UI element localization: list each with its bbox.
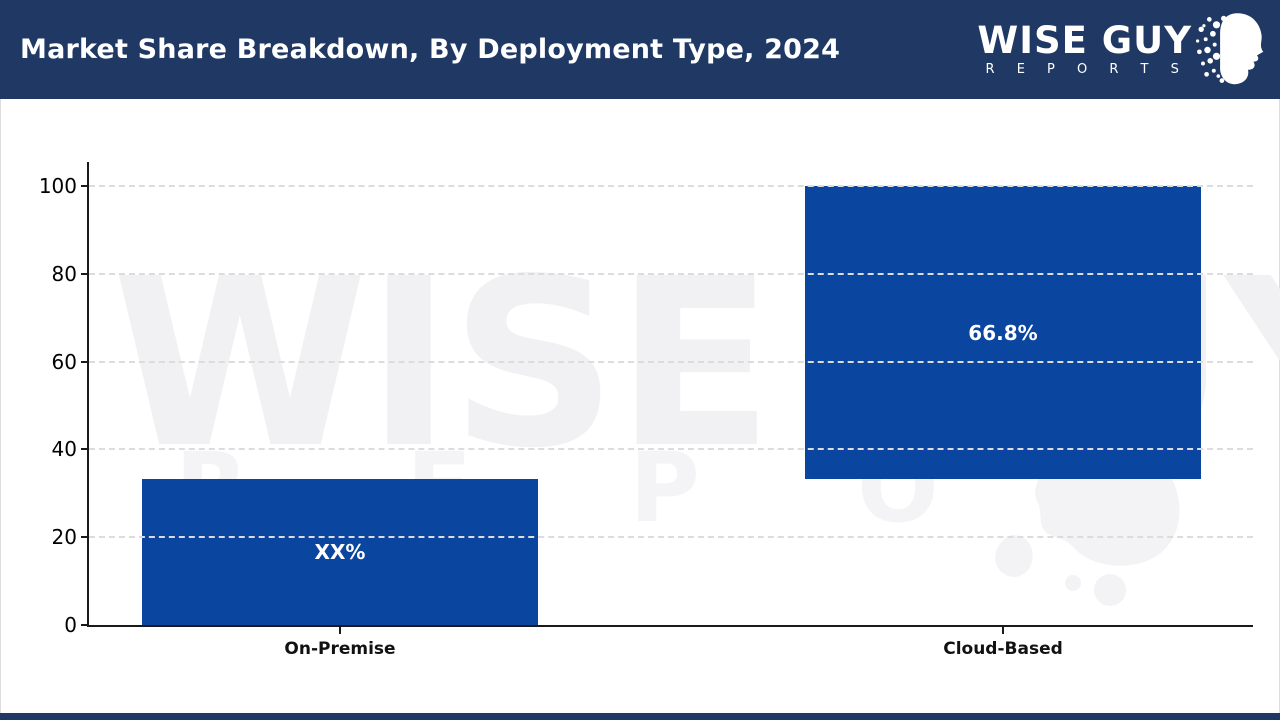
x-tick-label: On-Premise: [284, 639, 396, 659]
x-tick-mark: [1002, 626, 1004, 634]
y-tick-label: 40: [51, 437, 77, 462]
gridline: [89, 448, 1253, 451]
y-tick-mark: [81, 448, 89, 451]
y-tick-mark: [81, 536, 89, 539]
x-tick-mark: [339, 626, 341, 634]
y-tick-mark: [81, 360, 89, 363]
y-tick-label: 0: [64, 613, 77, 637]
y-tick-mark: [81, 185, 89, 187]
bar-on-premise: XX%: [142, 479, 538, 625]
logo-text: WISE GUY R E P O R T S: [977, 22, 1192, 77]
bar-cloud-based: 66.8%: [805, 186, 1201, 480]
x-axis-line: [87, 625, 1253, 627]
wiseguy-face-logo-icon: [1195, 12, 1264, 84]
logo-brand-name: WISE GUY: [977, 19, 1192, 62]
y-tick-mark: [81, 624, 89, 626]
bar-value-label: XX%: [314, 540, 366, 565]
gridline: [89, 360, 1253, 363]
bar-value-label: 66.8%: [968, 320, 1038, 345]
y-tick-label: 60: [51, 349, 77, 374]
gridline: [89, 536, 1253, 539]
page-title: Market Share Breakdown, By Deployment Ty…: [20, 34, 841, 65]
y-tick-mark: [81, 272, 89, 275]
y-tick-label: 80: [51, 261, 77, 286]
logo-brand-subtitle: R E P O R T S: [985, 62, 1188, 77]
x-tick-label: Cloud-Based: [943, 639, 1063, 659]
gridline: [89, 272, 1253, 275]
y-tick-label: 100: [38, 174, 77, 198]
y-tick-label: 20: [51, 525, 77, 550]
header-banner: Market Share Breakdown, By Deployment Ty…: [0, 0, 1280, 99]
wiseguy-logo: WISE GUY R E P O R T S: [977, 9, 1266, 91]
footer-bar: [0, 713, 1280, 720]
y-axis-line: [87, 162, 89, 627]
gridline: [89, 185, 1253, 187]
